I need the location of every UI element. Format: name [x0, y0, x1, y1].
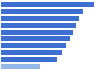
Bar [1, 16, 79, 21]
Bar [1, 23, 76, 28]
Bar [1, 57, 57, 62]
Bar [1, 43, 66, 48]
Bar [1, 50, 62, 55]
Bar [1, 36, 70, 41]
Bar [1, 9, 83, 14]
Bar [1, 64, 40, 69]
Bar [1, 2, 94, 7]
Bar [1, 30, 73, 35]
